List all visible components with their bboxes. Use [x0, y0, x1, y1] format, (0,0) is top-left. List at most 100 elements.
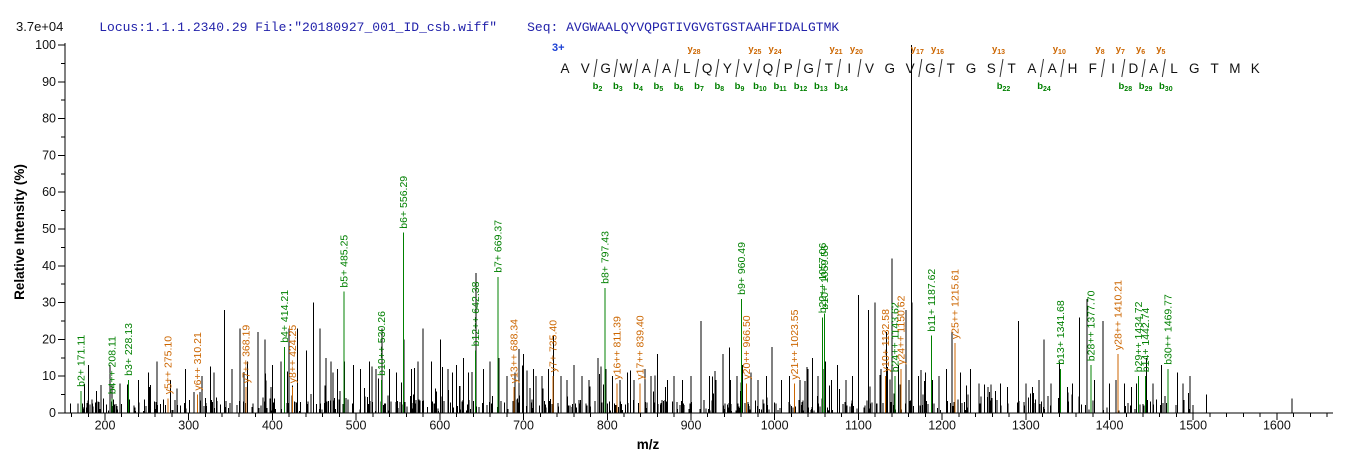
cleavage-divider: [674, 58, 679, 78]
x-tick-label: 300: [178, 419, 199, 433]
y-ion-peak-label: y8++ 424.25: [287, 325, 299, 384]
y-ion-peak-label: y7+ 735.40: [548, 320, 560, 372]
residue-letter: V: [906, 61, 915, 76]
x-tick-label: 200: [95, 419, 116, 433]
y-tick-label: 90: [42, 75, 56, 89]
b-ion-peak-label: b5+ 485.25: [338, 235, 350, 288]
residue-letter: L: [1170, 61, 1178, 76]
b-ion-peak-label: b14+ 1442.74: [1140, 308, 1152, 373]
cleavage-divider: [918, 58, 923, 78]
residue-letter: T: [825, 61, 833, 76]
y-ion-peak-label: y20++ 966.50: [741, 315, 753, 379]
cleavage-divider: [735, 58, 740, 78]
residue-letter: F: [1089, 61, 1097, 76]
b-ion-peak-label: b10+ 1059.56: [819, 245, 831, 310]
header: Locus:1.1.1.2340.29 File:"20180927_001_I…: [68, 5, 839, 50]
residue-letter: K: [1251, 61, 1260, 76]
major-peaks: [87, 258, 1293, 413]
x-tick-label: 600: [429, 419, 450, 433]
y-ion-marker: y7: [1116, 44, 1125, 56]
b-ion-marker: b3: [613, 81, 623, 93]
cleavage-divider: [1161, 58, 1166, 78]
y-ion-peak-label: y5++ 275.10: [162, 336, 174, 395]
residue-letter: V: [865, 61, 874, 76]
residue-letter: A: [560, 61, 569, 76]
residue-letter: H: [1068, 61, 1078, 76]
cleavage-divider: [1141, 58, 1146, 78]
residue-letter: T: [1007, 61, 1015, 76]
labeled-peaks: b2+ 171.11 b4++ 208.11 b3+ 228.13 y5++ 275.…: [75, 176, 1174, 413]
b-ion-peak-label: b2+ 171.11: [75, 335, 87, 387]
b-ion-peak-label: b11+ 1187.62: [926, 269, 938, 332]
mz-axis-title: m/z: [637, 437, 660, 452]
y-tick-label: 10: [42, 369, 56, 383]
b-ion-peak-label: b4+ 414.21: [279, 290, 291, 343]
cleavage-divider: [654, 58, 659, 78]
b-ion-peak-label: b30++ 1469.77: [1162, 294, 1174, 365]
y-ion-peak-label: y24++ 1150.62: [895, 295, 907, 364]
y-tick-label: 50: [42, 222, 56, 236]
residue-letter: A: [1149, 61, 1158, 76]
seq-label: Seq:: [527, 20, 559, 35]
residue-letter: S: [987, 61, 996, 76]
y-ion-marker: y6: [1136, 44, 1145, 56]
cleavage-divider: [593, 58, 598, 78]
x-tick-label: 900: [681, 419, 702, 433]
x-tick-label: 400: [262, 419, 283, 433]
y-ion-marker: y20: [850, 44, 863, 56]
residue-letter: G: [885, 61, 896, 76]
b-ion-marker: b8: [714, 81, 724, 93]
cleavage-divider: [695, 58, 699, 78]
cleavage-divider: [1121, 58, 1126, 78]
x-tick-label: 1300: [1012, 419, 1040, 433]
b-ion-peak-label: b28++ 1377.70: [1085, 290, 1097, 361]
locus-file-text: Locus:1.1.1.2340.29 File:"20180927_001_I…: [99, 20, 498, 35]
residue-letter: Q: [763, 61, 774, 76]
b-ion-marker: b7: [694, 81, 704, 93]
y-ion-marker: y24: [769, 44, 782, 56]
b-ion-marker: b29: [1139, 81, 1153, 93]
b-ion-marker: b5: [654, 81, 664, 93]
cleavage-divider: [837, 58, 841, 78]
b-ion-peak-label: b12++ 642.38: [470, 281, 482, 346]
b-ion-peak-label: b22++ 1057.06: [817, 242, 829, 313]
cleavage-divider: [816, 58, 821, 78]
y-ion-marker: y25: [748, 44, 761, 56]
residue-letter: G: [966, 61, 977, 76]
residue-letter: I: [847, 61, 851, 76]
cleavage-divider: [999, 58, 1004, 78]
b-ion-peak-label: b7+ 669.37: [492, 220, 504, 273]
residue-letter: Y: [723, 61, 732, 76]
y-ion-peak-label: y6++ 310.21: [192, 332, 204, 391]
residue-letter: V: [581, 61, 590, 76]
residue-letter: I: [1111, 61, 1115, 76]
y-ion-marker: y28: [687, 44, 700, 56]
b-ion-marker: b14: [834, 81, 848, 93]
b-ion-peak-label: b9+ 960.49: [736, 242, 748, 295]
y-ion-peak-label: y28++ 1410.21: [1113, 280, 1125, 350]
precursor-charge-label: 3+: [552, 42, 565, 54]
residue-letter: T: [947, 61, 955, 76]
residue-letter: G: [803, 61, 814, 76]
residue-letter: A: [662, 61, 671, 76]
b-ion-marker: b13: [814, 81, 828, 93]
y-tick-label: 20: [42, 332, 56, 346]
b-ion-peak-label: b8+ 797.43: [600, 231, 612, 284]
y-ion-peak-label: y16++ 811.39: [611, 316, 623, 380]
b-ion-marker: b11: [773, 81, 786, 93]
y-tick-label: 40: [42, 259, 56, 273]
residue-letter: D: [1129, 61, 1139, 76]
cleavage-divider: [938, 58, 943, 78]
cleavage-divider: [634, 58, 638, 78]
intensity-axis-title: Relative Intensity (%): [12, 164, 27, 300]
y-tick-label: 80: [42, 112, 56, 126]
y-tick-label: 30: [42, 296, 56, 310]
residue-letter: Q: [702, 61, 713, 76]
b-ion-marker: b6: [674, 81, 684, 93]
b-ion-marker: b30: [1159, 81, 1173, 93]
y-ion-peak-label: y25++ 1215.61: [950, 269, 962, 339]
residue-letter: A: [642, 61, 651, 76]
y-ion-peak-label: y17++ 839.40: [635, 315, 647, 379]
y-ion-marker: y21: [829, 44, 842, 56]
